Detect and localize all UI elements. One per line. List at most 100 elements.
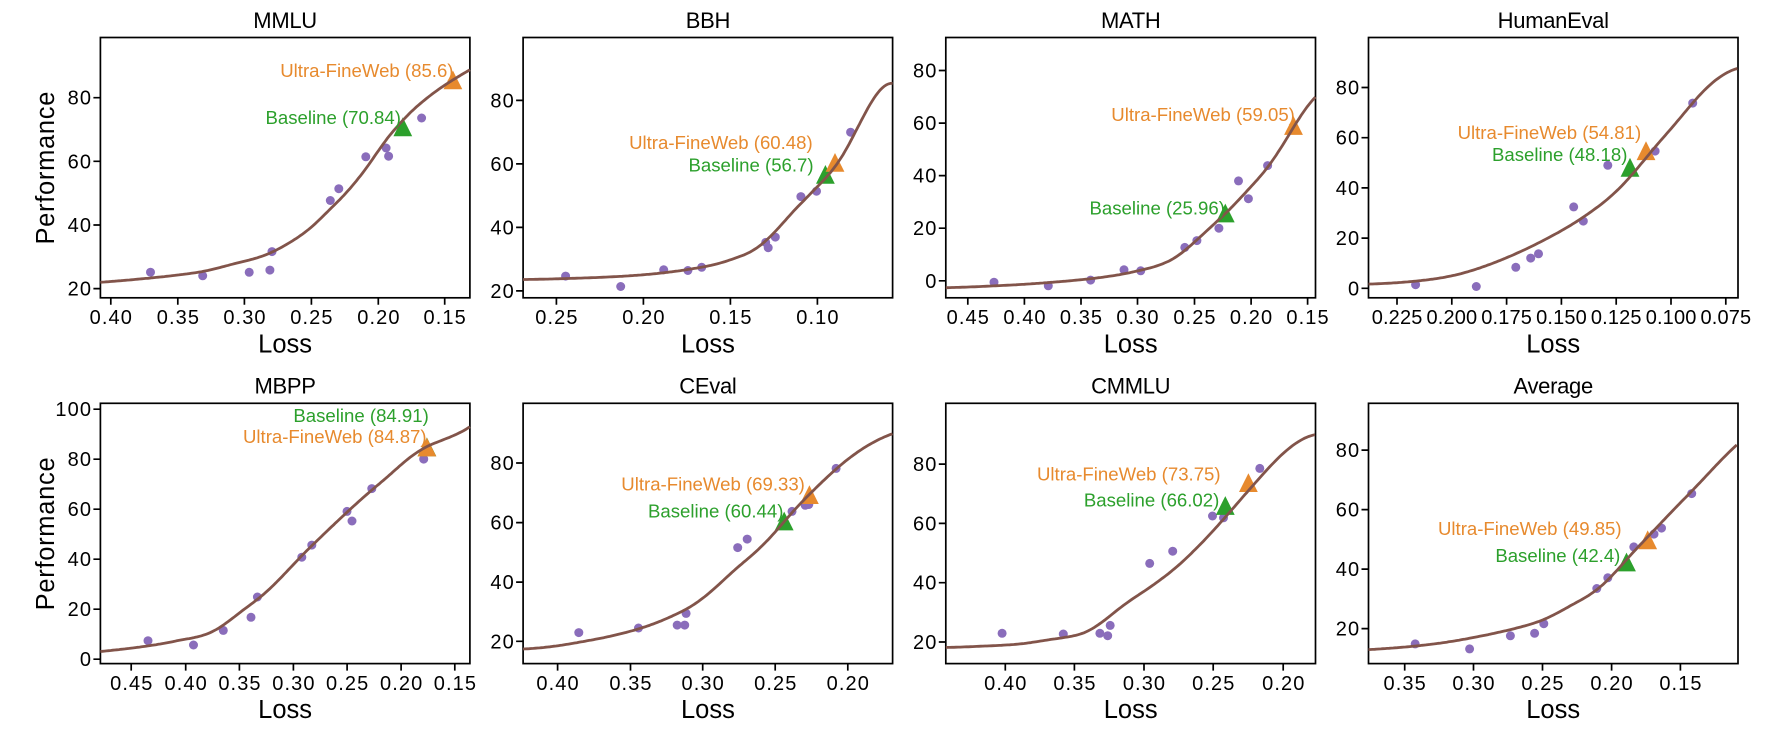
svg-text:80: 80 [1336, 78, 1360, 100]
svg-text:Performance: Performance [32, 457, 60, 611]
svg-text:0.100: 0.100 [1646, 307, 1697, 329]
svg-text:80: 80 [913, 61, 937, 83]
svg-text:0.20: 0.20 [622, 307, 665, 329]
svg-text:0.35: 0.35 [157, 307, 200, 329]
svg-text:0.15: 0.15 [1286, 307, 1329, 329]
svg-text:60: 60 [913, 113, 937, 135]
svg-text:80: 80 [490, 90, 514, 112]
svg-text:Ultra-FineWeb (54.81): Ultra-FineWeb (54.81) [1458, 122, 1642, 143]
svg-text:0.40: 0.40 [90, 307, 133, 329]
svg-text:Ultra-FineWeb (59.05): Ultra-FineWeb (59.05) [1111, 104, 1295, 125]
svg-text:80: 80 [68, 88, 92, 110]
svg-text:0.35: 0.35 [1060, 307, 1103, 329]
svg-text:Loss: Loss [1104, 696, 1158, 724]
svg-text:Ultra-FineWeb (49.85): Ultra-FineWeb (49.85) [1438, 518, 1622, 539]
svg-text:0.25: 0.25 [326, 673, 369, 695]
svg-text:0.30: 0.30 [223, 307, 266, 329]
svg-text:Baseline (66.02): Baseline (66.02) [1084, 490, 1219, 511]
svg-text:40: 40 [490, 217, 514, 239]
svg-text:Ultra-FineWeb (69.33): Ultra-FineWeb (69.33) [621, 473, 805, 494]
svg-text:0: 0 [80, 649, 92, 671]
svg-text:60: 60 [490, 513, 514, 535]
svg-text:100: 100 [55, 399, 92, 421]
svg-text:0.30: 0.30 [1123, 673, 1166, 695]
svg-text:Performance: Performance [32, 91, 60, 245]
svg-text:Ultra-FineWeb (60.48): Ultra-FineWeb (60.48) [629, 132, 813, 153]
svg-text:20: 20 [913, 632, 937, 654]
svg-text:20: 20 [68, 279, 92, 301]
svg-text:80: 80 [68, 449, 92, 471]
svg-text:40: 40 [913, 573, 937, 595]
svg-text:Baseline (56.7): Baseline (56.7) [689, 154, 814, 175]
svg-text:Loss: Loss [1104, 330, 1158, 358]
svg-text:0.30: 0.30 [1116, 307, 1159, 329]
svg-text:0.35: 0.35 [609, 673, 652, 695]
svg-text:MATH: MATH [1101, 8, 1161, 33]
svg-text:0.225: 0.225 [1372, 307, 1423, 329]
svg-text:Loss: Loss [681, 696, 735, 724]
svg-text:20: 20 [1336, 619, 1360, 641]
svg-text:Baseline (84.91): Baseline (84.91) [293, 405, 428, 426]
svg-text:0.10: 0.10 [796, 307, 839, 329]
svg-text:0.175: 0.175 [1481, 307, 1532, 329]
svg-text:CMMLU: CMMLU [1091, 374, 1170, 399]
svg-text:0.15: 0.15 [1659, 673, 1702, 695]
svg-text:Ultra-FineWeb (84.87): Ultra-FineWeb (84.87) [243, 426, 427, 447]
svg-text:40: 40 [68, 215, 92, 237]
svg-text:0.45: 0.45 [947, 307, 990, 329]
svg-text:0.20: 0.20 [1262, 673, 1305, 695]
svg-text:Ultra-FineWeb (73.75): Ultra-FineWeb (73.75) [1037, 464, 1221, 485]
svg-text:0.25: 0.25 [290, 307, 333, 329]
svg-text:80: 80 [490, 453, 514, 475]
svg-text:Baseline (42.4): Baseline (42.4) [1495, 545, 1620, 566]
svg-text:60: 60 [1336, 500, 1360, 522]
svg-text:0.40: 0.40 [536, 673, 579, 695]
svg-text:40: 40 [68, 549, 92, 571]
svg-text:0.15: 0.15 [709, 307, 752, 329]
svg-text:HumanEval: HumanEval [1498, 8, 1609, 33]
svg-text:0.20: 0.20 [827, 673, 870, 695]
svg-text:0.30: 0.30 [682, 673, 725, 695]
svg-text:Ultra-FineWeb (85.6): Ultra-FineWeb (85.6) [280, 60, 453, 81]
svg-text:0.20: 0.20 [357, 307, 400, 329]
svg-text:0.35: 0.35 [1053, 673, 1096, 695]
svg-text:20: 20 [1336, 228, 1360, 250]
svg-text:MMLU: MMLU [253, 8, 317, 33]
svg-text:Baseline (25.96): Baseline (25.96) [1089, 197, 1224, 218]
svg-text:0.25: 0.25 [1173, 307, 1216, 329]
svg-text:0.40: 0.40 [984, 673, 1027, 695]
svg-text:0.35: 0.35 [1384, 673, 1427, 695]
svg-text:60: 60 [490, 154, 514, 176]
svg-text:0.40: 0.40 [1003, 307, 1046, 329]
svg-text:Loss: Loss [258, 696, 312, 724]
svg-text:60: 60 [68, 151, 92, 173]
svg-text:0.40: 0.40 [165, 673, 208, 695]
svg-text:60: 60 [1336, 128, 1360, 150]
svg-text:Loss: Loss [1526, 330, 1580, 358]
svg-text:Baseline (70.84): Baseline (70.84) [265, 107, 400, 128]
svg-text:0.30: 0.30 [1452, 673, 1495, 695]
svg-text:0.20: 0.20 [1230, 307, 1273, 329]
svg-text:0.15: 0.15 [424, 307, 467, 329]
svg-text:0.30: 0.30 [272, 673, 315, 695]
svg-text:0.075: 0.075 [1700, 307, 1751, 329]
svg-text:MBPP: MBPP [255, 374, 316, 399]
svg-text:0.25: 0.25 [1521, 673, 1564, 695]
svg-text:Baseline (48.18): Baseline (48.18) [1492, 144, 1627, 165]
svg-text:0.20: 0.20 [380, 673, 423, 695]
svg-text:0.45: 0.45 [110, 673, 153, 695]
svg-text:40: 40 [913, 166, 937, 188]
svg-text:Loss: Loss [258, 330, 312, 358]
svg-text:80: 80 [1336, 440, 1360, 462]
svg-text:20: 20 [490, 631, 514, 653]
svg-text:Loss: Loss [1526, 696, 1580, 724]
svg-text:0.20: 0.20 [1590, 673, 1633, 695]
svg-text:60: 60 [68, 499, 92, 521]
svg-text:Baseline (60.44): Baseline (60.44) [648, 501, 783, 522]
svg-text:0.25: 0.25 [535, 307, 578, 329]
svg-text:0.15: 0.15 [434, 673, 477, 695]
svg-text:0.35: 0.35 [218, 673, 261, 695]
svg-text:0: 0 [925, 271, 937, 293]
svg-text:20: 20 [68, 599, 92, 621]
svg-text:20: 20 [913, 218, 937, 240]
